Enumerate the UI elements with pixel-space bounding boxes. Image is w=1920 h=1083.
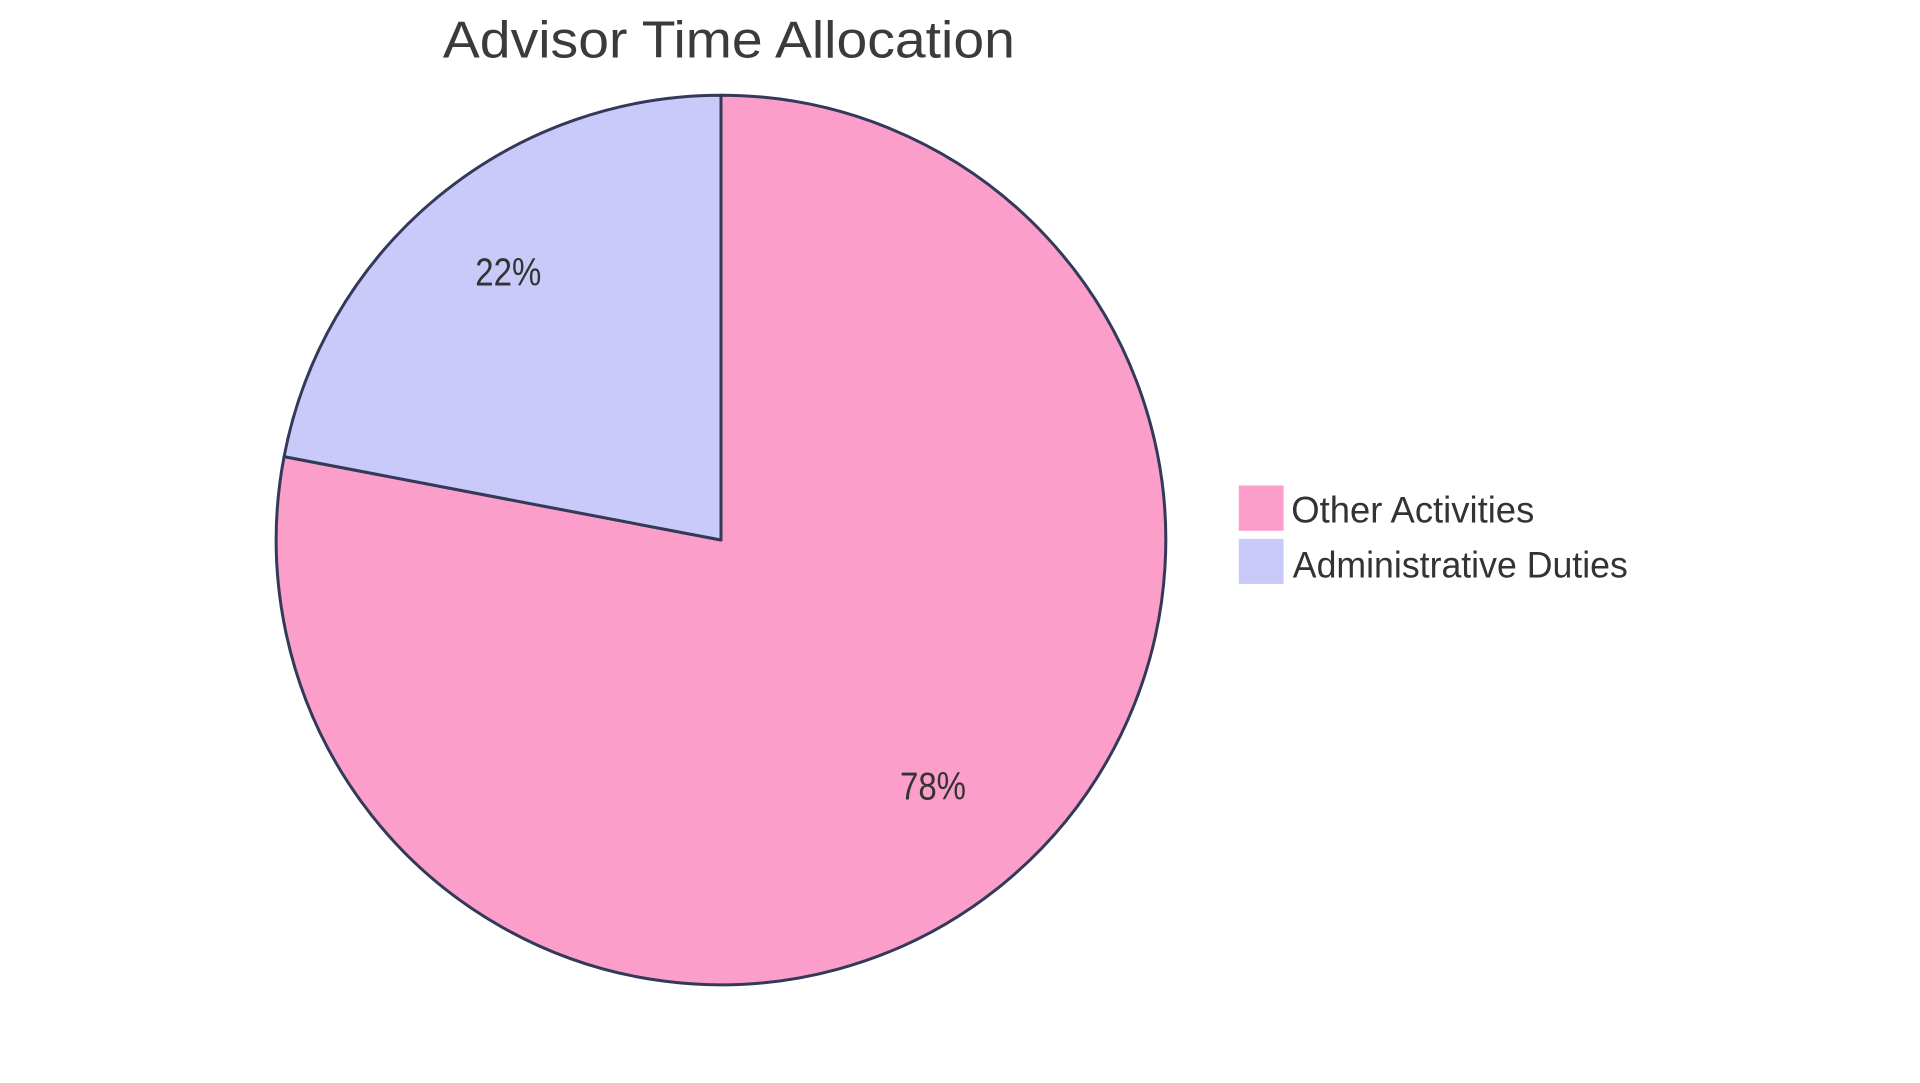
svg-text:Other Activities: Other Activities <box>1291 489 1534 530</box>
svg-text:22%: 22% <box>475 252 541 295</box>
svg-text:Administrative Duties: Administrative Duties <box>1293 545 1628 586</box>
svg-text:78%: 78% <box>900 766 966 809</box>
svg-text:Advisor Time Allocation: Advisor Time Allocation <box>443 12 1015 70</box>
